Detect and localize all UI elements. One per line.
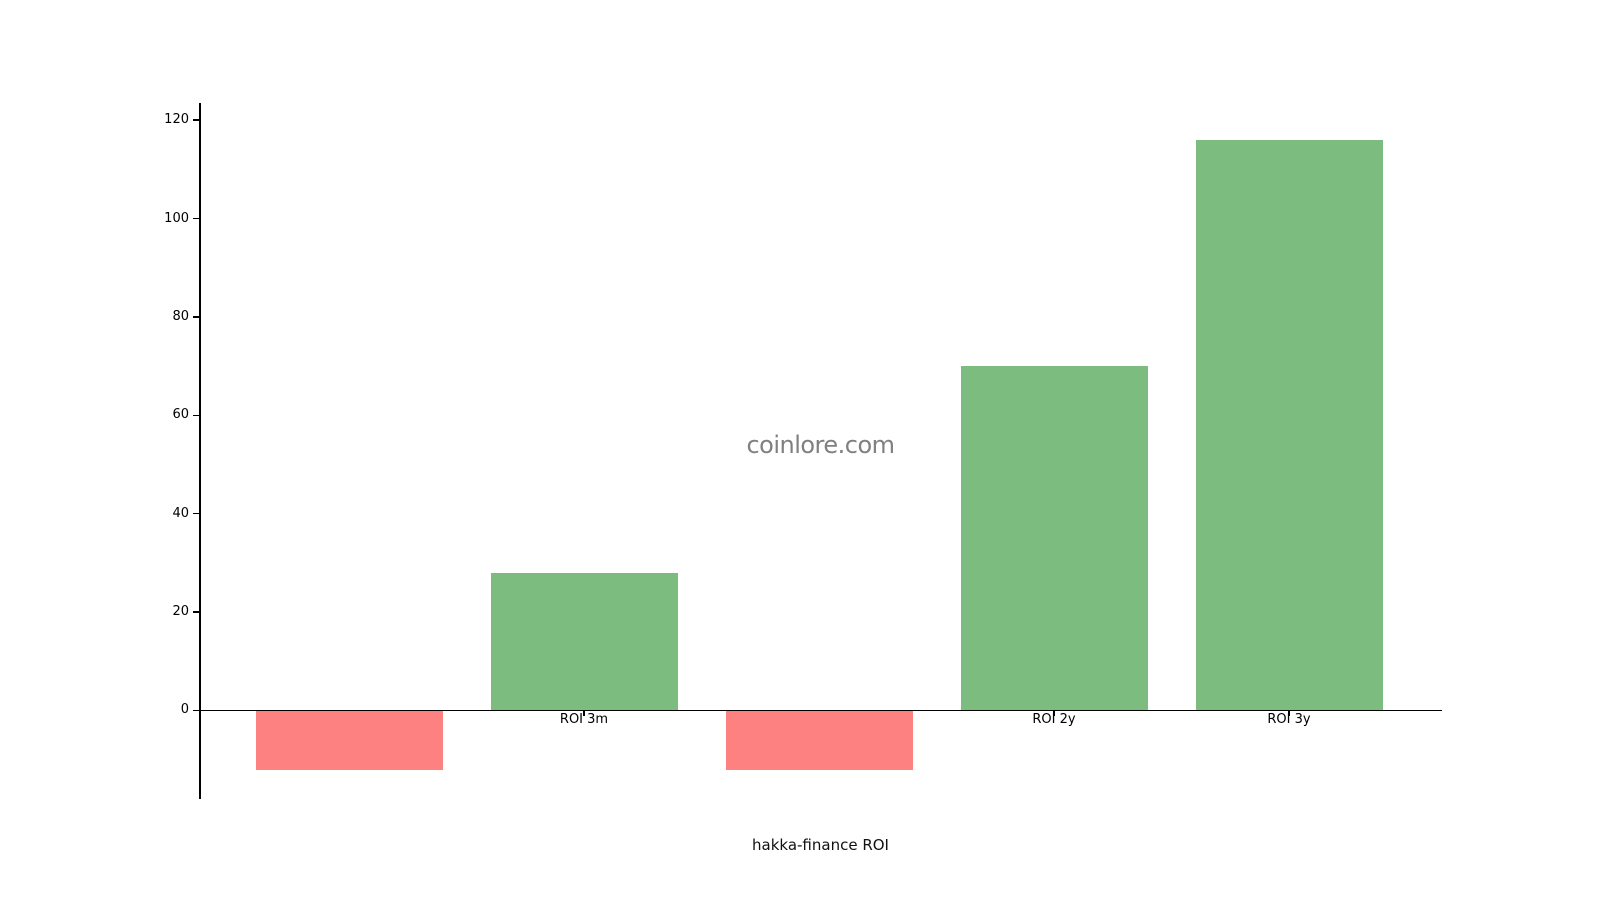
y-tick-label-80: 80	[172, 308, 189, 324]
bar-roi-3m	[490, 572, 678, 711]
bar-unlabeled-negative	[255, 711, 443, 771]
x-tick-label-roi-2y: ROI 2y	[1032, 712, 1076, 728]
x-tick-mark-roi-3m	[583, 710, 585, 716]
y-tick-mark-20	[193, 611, 199, 613]
x-axis-zero-line	[199, 709, 1442, 712]
bar-roi-3y	[1195, 139, 1383, 711]
y-tick-mark-120	[193, 119, 199, 121]
y-tick-label-0: 0	[180, 702, 189, 718]
watermark-text: coinlore.com	[746, 431, 895, 459]
y-axis-spine	[199, 103, 201, 799]
bar-roi-2y	[960, 366, 1148, 711]
y-tick-label-120: 120	[164, 112, 189, 128]
y-tick-label-100: 100	[164, 210, 189, 226]
y-tick-mark-60	[193, 414, 199, 417]
y-tick-mark-100	[193, 217, 199, 220]
x-tick-label-roi-3m: ROI 3m	[559, 712, 609, 728]
y-tick-mark-80	[193, 316, 199, 318]
y-tick-label-20: 20	[172, 604, 189, 620]
x-tick-label-roi-3y: ROI 3y	[1267, 712, 1311, 728]
y-tick-mark-0	[193, 709, 199, 712]
y-tick-label-60: 60	[172, 407, 189, 423]
y-tick-mark-40	[193, 512, 199, 515]
bar-unlabeled-negative	[725, 711, 913, 771]
chart-title: hakka-finance ROI	[752, 836, 889, 854]
y-tick-label-40: 40	[172, 505, 189, 521]
x-tick-mark-roi-2y	[1053, 710, 1055, 716]
x-tick-mark-roi-3y	[1288, 710, 1290, 716]
